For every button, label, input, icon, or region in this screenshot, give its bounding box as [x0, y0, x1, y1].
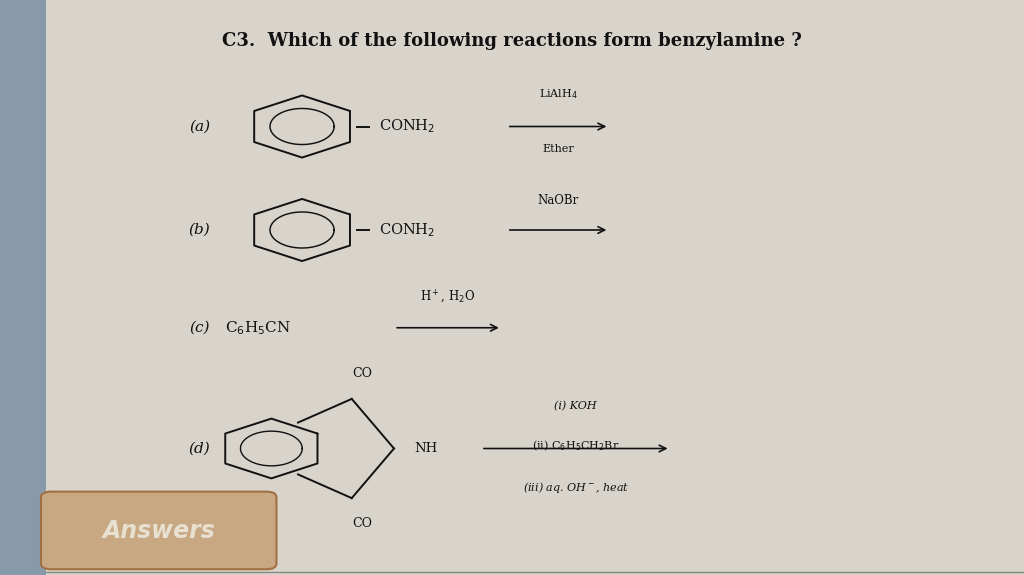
Text: LiAlH$_4$: LiAlH$_4$: [539, 87, 578, 101]
Text: CONH$_2$: CONH$_2$: [379, 221, 435, 239]
Text: CONH$_2$: CONH$_2$: [379, 118, 435, 135]
Text: (c): (c): [189, 321, 210, 335]
Text: C3.  Which of the following reactions form benzylamine ?: C3. Which of the following reactions for…: [222, 32, 802, 49]
Text: CO: CO: [352, 367, 372, 381]
Text: (ii) C$_6$H$_5$CH$_2$Br: (ii) C$_6$H$_5$CH$_2$Br: [532, 438, 620, 453]
Text: (d): (d): [188, 442, 211, 455]
FancyBboxPatch shape: [0, 0, 46, 575]
Text: C$_6$H$_5$CN: C$_6$H$_5$CN: [225, 319, 292, 336]
FancyBboxPatch shape: [41, 492, 276, 569]
Text: NH: NH: [415, 442, 437, 455]
Text: (i) KOH: (i) KOH: [554, 401, 597, 411]
Text: Answers: Answers: [102, 519, 215, 543]
Text: CO: CO: [352, 516, 372, 530]
Text: (b): (b): [188, 223, 211, 237]
Text: (iii) aq. OH$^-$, heat: (iii) aq. OH$^-$, heat: [522, 480, 629, 495]
Text: Ether: Ether: [542, 144, 574, 154]
Text: H$^+$, H$_2$O: H$^+$, H$_2$O: [420, 288, 475, 305]
Text: (a): (a): [189, 120, 210, 133]
Text: NaOBr: NaOBr: [538, 194, 579, 207]
